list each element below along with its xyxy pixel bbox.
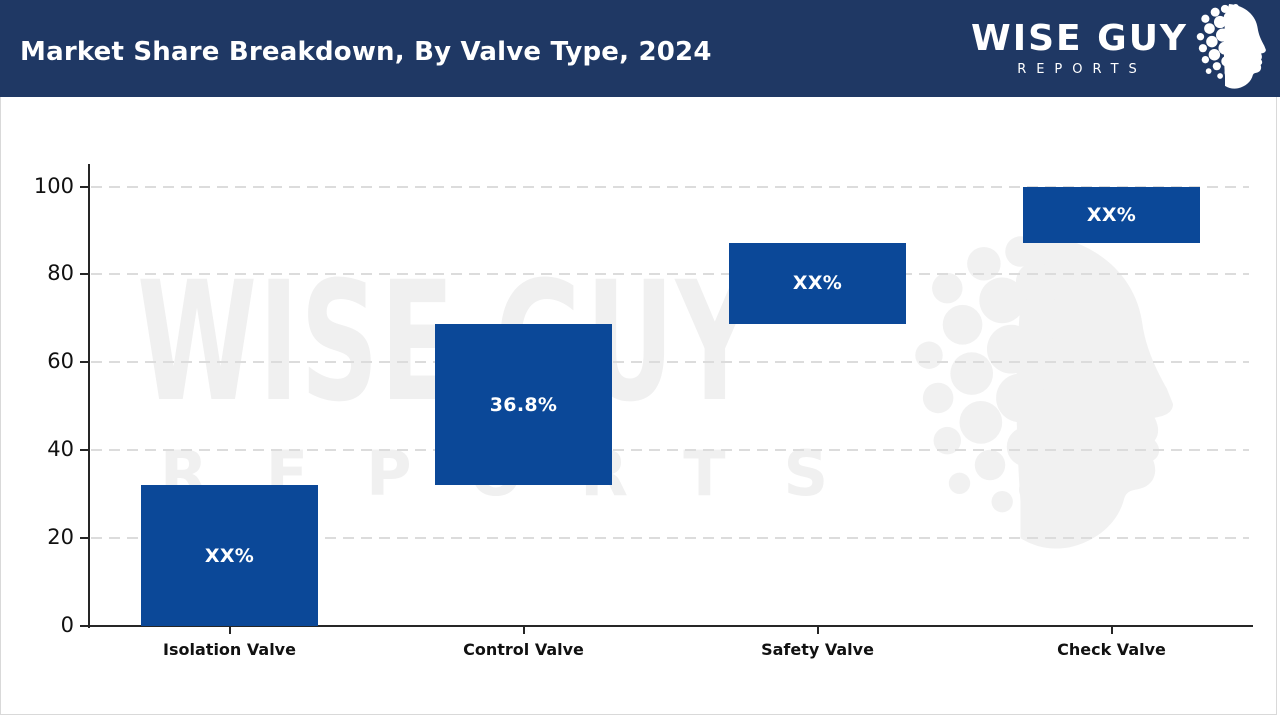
- bar-value-label: XX%: [1086, 203, 1137, 226]
- bar-value-label: 36.8%: [489, 393, 558, 416]
- y-axis-tick: [80, 537, 89, 540]
- x-axis-tick: [228, 627, 231, 634]
- y-axis-line: [88, 164, 90, 628]
- x-axis-tick: [522, 627, 525, 634]
- y-axis-tick: [80, 625, 89, 627]
- x-axis-category-label: Control Valve: [463, 640, 584, 659]
- y-axis-label: 40: [47, 437, 74, 462]
- gridline-y-60: [91, 361, 1249, 364]
- gridline-y-80: [91, 273, 1249, 276]
- x-axis-category-label: Safety Valve: [761, 640, 874, 659]
- y-axis-label: 60: [47, 349, 74, 374]
- bar-value-label: XX%: [204, 544, 255, 567]
- y-axis-label: 0: [60, 613, 74, 637]
- brand-subtitle: REPORTS: [1017, 61, 1147, 77]
- y-axis-tick: [80, 185, 89, 188]
- gridline-y-40: [91, 449, 1249, 452]
- x-axis-tick: [1110, 627, 1113, 634]
- y-axis-label: 100: [33, 173, 74, 198]
- bar-value-label: XX%: [792, 272, 843, 295]
- page-title: Market Share Breakdown, By Valve Type, 2…: [20, 36, 712, 67]
- x-axis-line: [88, 625, 1253, 627]
- gridline-y-20: [91, 537, 1249, 540]
- y-axis-tick: [80, 273, 89, 276]
- x-axis-category-label: Isolation Valve: [163, 640, 296, 659]
- bar-control-valve: 36.8%: [435, 323, 612, 486]
- gridline-y-100: [91, 185, 1249, 188]
- y-axis-label: 20: [47, 525, 74, 550]
- bar-safety-valve: XX%: [729, 242, 906, 324]
- wiseguy-head-icon: [1184, 3, 1266, 94]
- brand-logo-text: WISE GUY REPORTS: [970, 17, 1188, 77]
- y-axis-tick: [80, 449, 89, 452]
- x-axis-tick: [816, 627, 819, 634]
- header-bar: Market Share Breakdown, By Valve Type, 2…: [0, 0, 1280, 97]
- y-axis-label: 80: [47, 261, 74, 286]
- bar-isolation-valve: XX%: [141, 485, 318, 626]
- x-axis-category-label: Check Valve: [1057, 640, 1166, 659]
- bar-check-valve: XX%: [1023, 186, 1200, 243]
- brand-logo: WISE GUY REPORTS: [970, 3, 1266, 94]
- brand-name: WISE GUY: [970, 17, 1188, 59]
- y-axis-tick: [80, 361, 89, 364]
